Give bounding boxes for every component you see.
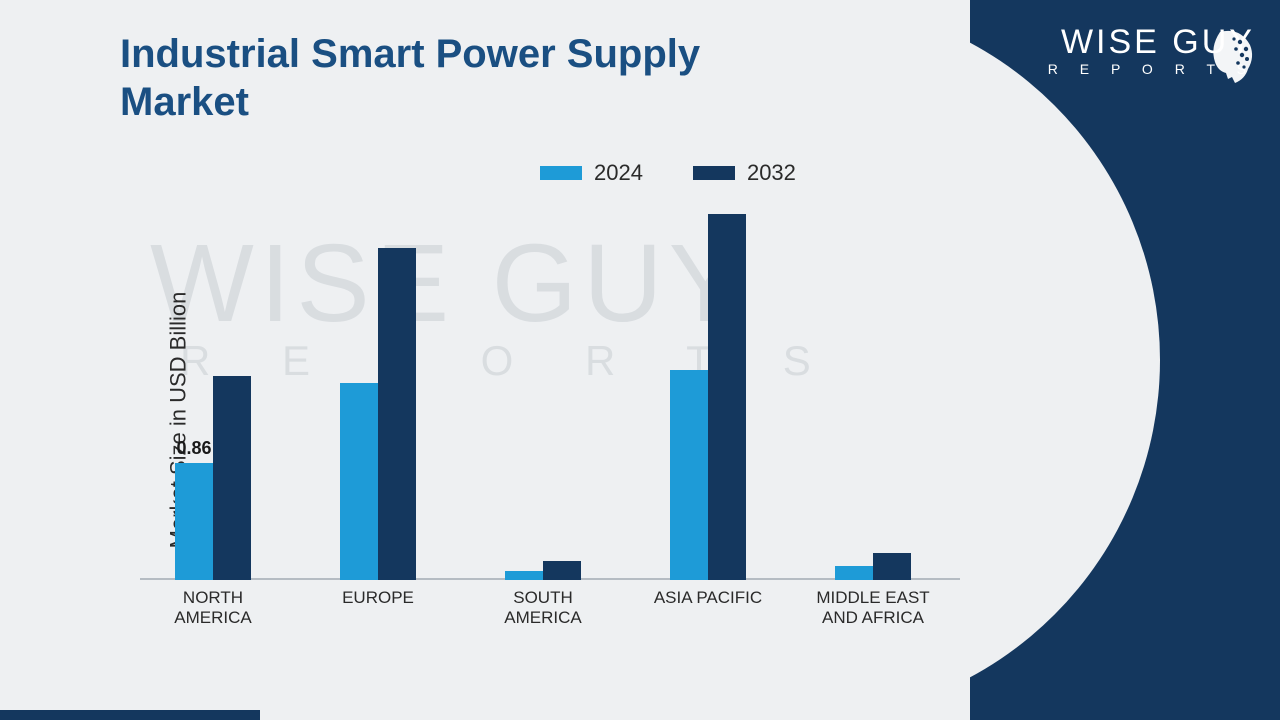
legend-item: 2032 [693,160,796,186]
category-label: EUROPE [308,588,448,608]
legend-swatch-2032 [693,166,735,180]
category-label: NORTH AMERICA [143,588,283,629]
bar-series1 [835,566,873,580]
logo: WISE GUY R E P O R T S [1048,25,1255,77]
bar-series2 [213,376,251,580]
bar-series2 [378,248,416,581]
legend-label: 2024 [594,160,643,186]
logo-line2: R E P O R T S [1048,61,1255,77]
bar-series2 [543,561,581,580]
bar-series1 [670,370,708,580]
legend-item: 2024 [540,160,643,186]
bar-series1 [505,571,543,581]
legend-label: 2032 [747,160,796,186]
infographic-canvas: WISE GUY R E P O R T S WISE GUY R E P O … [0,0,1280,720]
chart-title: Industrial Smart Power Supply Market [120,30,760,126]
legend: 2024 2032 [540,160,796,186]
plot-area: 0.86NORTH AMERICAEUROPESOUTH AMERICAASIA… [140,200,960,580]
bar-series1 [340,383,378,580]
category-label: MIDDLE EAST AND AFRICA [803,588,943,629]
category-label: SOUTH AMERICA [473,588,613,629]
category-label: ASIA PACIFIC [638,588,778,608]
logo-line1: WISE GUY [1048,25,1255,59]
bottom-accent-bar [0,710,260,720]
bar-series1 [175,463,213,580]
bar-series2 [873,553,911,580]
bar-value-label: 0.86 [164,438,224,459]
legend-swatch-2024 [540,166,582,180]
chart-area: Market Size in USD Billion 2024 2032 0.8… [60,160,980,680]
bar-series2 [708,214,746,580]
